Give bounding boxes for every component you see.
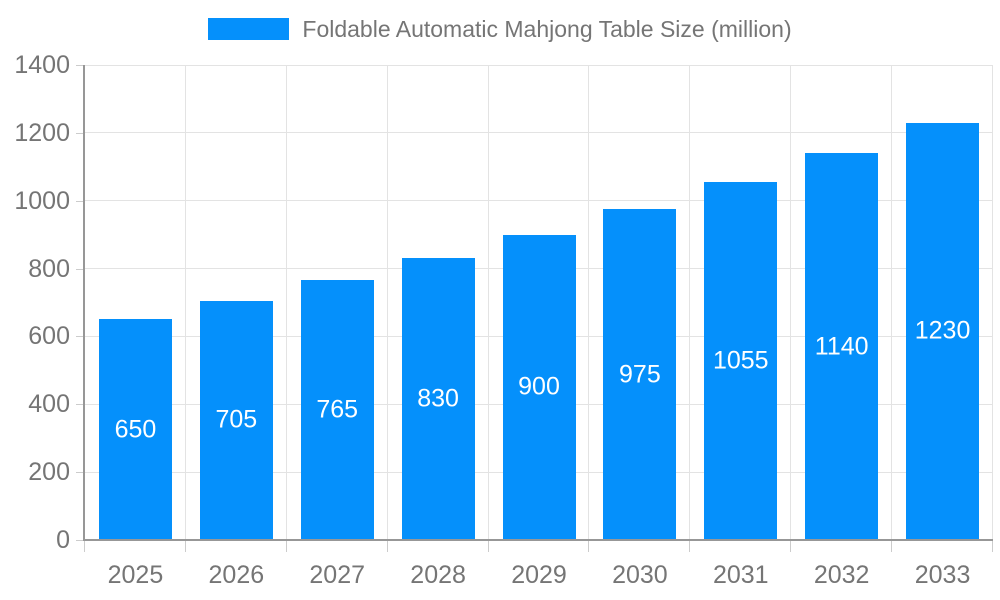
y-axis-tick bbox=[76, 472, 85, 474]
bar[interactable] bbox=[98, 319, 172, 540]
x-axis-tick bbox=[285, 540, 287, 552]
x-axis-tick bbox=[992, 540, 993, 552]
bar-value-label: 705 bbox=[215, 405, 258, 434]
v-gridline bbox=[992, 65, 993, 540]
y-axis-tick-label: 0 bbox=[56, 526, 70, 554]
x-axis-tick bbox=[891, 540, 893, 552]
y-axis-tick-label: 600 bbox=[28, 322, 70, 351]
x-axis-tick bbox=[689, 540, 691, 552]
x-axis-tick-label: 2029 bbox=[511, 561, 567, 589]
h-gridline bbox=[85, 200, 993, 202]
v-gridline bbox=[588, 65, 590, 540]
bar-value-label: 1055 bbox=[712, 346, 769, 375]
y-axis-tick bbox=[76, 336, 85, 338]
v-gridline bbox=[689, 65, 691, 540]
x-axis-tick-label: 2032 bbox=[813, 561, 870, 589]
bar[interactable] bbox=[603, 209, 677, 540]
legend-swatch-icon bbox=[208, 18, 290, 40]
bar[interactable] bbox=[704, 182, 778, 540]
x-axis-tick-label: 2026 bbox=[208, 561, 265, 589]
x-axis-tick bbox=[386, 540, 388, 552]
x-axis-tick-label: 2025 bbox=[107, 561, 164, 589]
bar-value-label: 1140 bbox=[814, 332, 869, 361]
bar-value-label: 1230 bbox=[914, 316, 971, 345]
x-axis-tick-label: 2027 bbox=[309, 561, 366, 589]
x-axis-tick bbox=[84, 540, 85, 552]
legend[interactable]: Foldable Automatic Mahjong Table Size (m… bbox=[0, 16, 1000, 42]
y-axis-tick-label: 200 bbox=[28, 458, 70, 487]
legend-label: Foldable Automatic Mahjong Table Size (m… bbox=[302, 16, 792, 42]
y-axis-tick bbox=[76, 200, 85, 202]
x-axis-tick-label: 2028 bbox=[410, 561, 466, 589]
bar-value-label: 830 bbox=[417, 384, 459, 413]
v-gridline bbox=[891, 65, 893, 540]
y-axis-tick bbox=[76, 540, 85, 541]
bar[interactable] bbox=[805, 153, 879, 540]
bar-value-label: 900 bbox=[518, 372, 560, 401]
x-axis-tick-label: 2031 bbox=[712, 561, 769, 589]
y-axis-tick bbox=[76, 65, 85, 66]
v-gridline bbox=[285, 65, 287, 540]
v-gridline bbox=[487, 65, 489, 540]
x-axis-tick-label: 2033 bbox=[914, 561, 971, 589]
bar[interactable] bbox=[502, 234, 576, 540]
y-axis-tick bbox=[76, 268, 85, 270]
x-axis-line bbox=[83, 539, 993, 541]
bar-value-label: 975 bbox=[619, 360, 661, 389]
x-axis-tick bbox=[588, 540, 590, 552]
y-axis-tick bbox=[76, 132, 85, 134]
v-gridline bbox=[790, 65, 792, 540]
y-axis-line bbox=[83, 65, 85, 540]
y-axis-tick bbox=[76, 404, 85, 406]
y-axis-tick-label: 1400 bbox=[14, 51, 70, 79]
v-gridline bbox=[386, 65, 388, 540]
bar-value-label: 765 bbox=[316, 395, 359, 424]
x-axis-tick-label: 2030 bbox=[612, 561, 668, 589]
x-axis-tick bbox=[184, 540, 186, 552]
v-gridline bbox=[184, 65, 186, 540]
y-axis-tick-label: 1200 bbox=[14, 118, 70, 147]
bar[interactable] bbox=[199, 300, 273, 540]
bar-value-label: 650 bbox=[114, 415, 157, 444]
bar[interactable] bbox=[906, 122, 980, 540]
bar[interactable] bbox=[300, 280, 374, 540]
h-gridline bbox=[85, 132, 993, 134]
x-axis-tick bbox=[487, 540, 489, 552]
x-axis-tick bbox=[790, 540, 792, 552]
h-gridline bbox=[85, 64, 993, 66]
plot-area: 650 705 765 830 900 975 1055 1140 1230 bbox=[85, 64, 993, 540]
y-axis-tick-label: 800 bbox=[28, 254, 70, 283]
y-axis-tick-label: 1000 bbox=[14, 186, 70, 215]
y-axis-tick-label: 400 bbox=[28, 390, 70, 419]
bar[interactable] bbox=[401, 258, 475, 540]
